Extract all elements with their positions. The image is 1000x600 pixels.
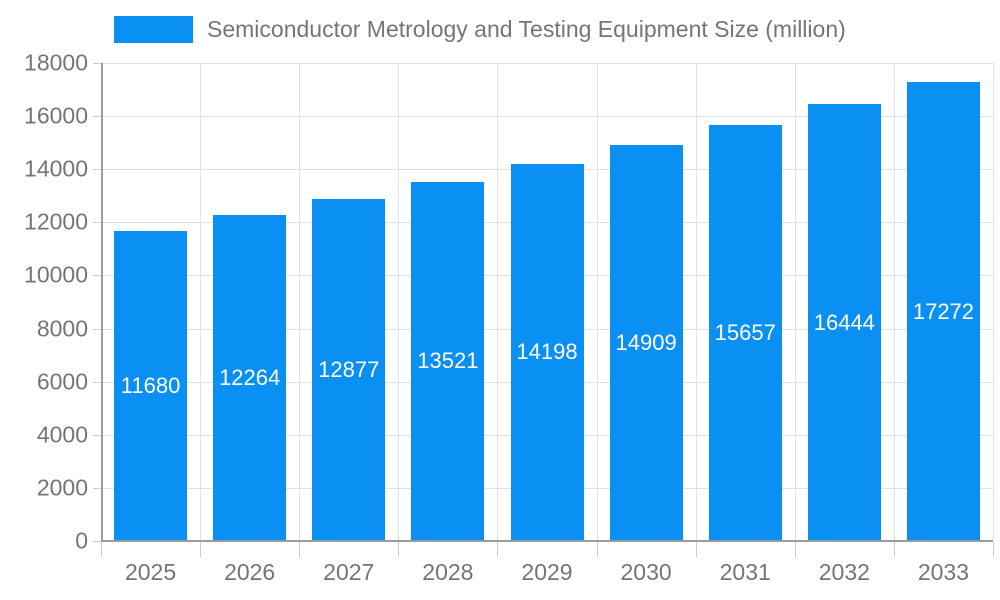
h-gridline xyxy=(101,116,993,118)
y-axis-label: 14000 xyxy=(24,155,88,182)
y-tick xyxy=(93,487,101,489)
bar xyxy=(807,104,881,541)
v-gridline xyxy=(497,63,499,541)
bar-value-label: 12877 xyxy=(318,357,380,383)
x-tick xyxy=(200,542,202,557)
bar-value-label: 14198 xyxy=(516,339,578,365)
v-gridline xyxy=(398,63,400,541)
bar xyxy=(114,230,188,541)
bar-value-label: 12264 xyxy=(219,365,281,391)
bar xyxy=(213,215,287,541)
bar-value-label: 11680 xyxy=(120,372,181,398)
bar xyxy=(312,199,386,541)
bar-value-label: 15657 xyxy=(714,320,776,346)
x-tick xyxy=(101,542,102,557)
y-axis-label: 18000 xyxy=(24,49,88,76)
x-axis-label: 2029 xyxy=(521,559,573,585)
x-tick xyxy=(893,542,895,557)
y-tick xyxy=(93,541,101,542)
v-gridline xyxy=(299,63,301,541)
y-tick xyxy=(93,328,101,330)
bar xyxy=(708,125,782,541)
legend-swatch xyxy=(114,16,193,43)
v-gridline xyxy=(596,63,598,541)
x-axis-label: 2026 xyxy=(224,559,276,585)
bar-value-label: 16444 xyxy=(813,309,875,335)
y-axis-label: 4000 xyxy=(36,421,88,448)
bar-value-label: 14909 xyxy=(615,330,677,356)
x-tick xyxy=(299,542,301,557)
y-tick xyxy=(93,63,101,64)
y-axis-label: 2000 xyxy=(36,474,88,501)
x-axis-label: 2031 xyxy=(719,559,771,585)
legend-title: Semiconductor Metrology and Testing Equi… xyxy=(207,16,846,42)
bar xyxy=(906,82,980,541)
bar xyxy=(411,181,485,541)
y-axis-label: 12000 xyxy=(24,208,88,235)
x-axis-label: 2030 xyxy=(620,559,672,585)
x-tick xyxy=(794,542,796,557)
bar xyxy=(609,145,683,541)
y-axis-line xyxy=(101,63,103,541)
x-tick xyxy=(695,542,697,557)
bar xyxy=(510,163,584,541)
bar-value-label: 17272 xyxy=(912,298,975,324)
x-tick xyxy=(497,542,499,557)
x-axis-label: 2033 xyxy=(917,559,970,585)
legend: Semiconductor Metrology and Testing Equi… xyxy=(114,16,846,43)
y-tick xyxy=(93,116,101,118)
y-tick xyxy=(93,381,101,383)
x-tick xyxy=(993,542,994,557)
x-axis-line xyxy=(101,540,993,542)
x-tick xyxy=(596,542,598,557)
y-tick xyxy=(93,275,101,277)
y-tick xyxy=(93,222,101,224)
x-axis-label: 2028 xyxy=(422,559,474,585)
v-gridline xyxy=(200,63,202,541)
h-gridline xyxy=(101,63,993,64)
v-gridline xyxy=(695,63,697,541)
x-axis-label: 2025 xyxy=(124,559,177,585)
y-axis-label: 0 xyxy=(75,527,88,554)
y-axis-label: 8000 xyxy=(36,315,88,342)
x-tick xyxy=(398,542,400,557)
y-tick xyxy=(93,169,101,171)
x-axis-label: 2032 xyxy=(818,559,870,585)
bar-value-label: 13521 xyxy=(417,348,479,374)
y-axis-label: 6000 xyxy=(36,368,88,395)
v-gridline xyxy=(993,63,994,541)
y-tick xyxy=(93,434,101,436)
v-gridline xyxy=(893,63,895,541)
x-axis-label: 2027 xyxy=(323,559,375,585)
y-axis-label: 16000 xyxy=(24,102,88,129)
v-gridline xyxy=(794,63,796,541)
y-axis-label: 10000 xyxy=(24,261,88,288)
